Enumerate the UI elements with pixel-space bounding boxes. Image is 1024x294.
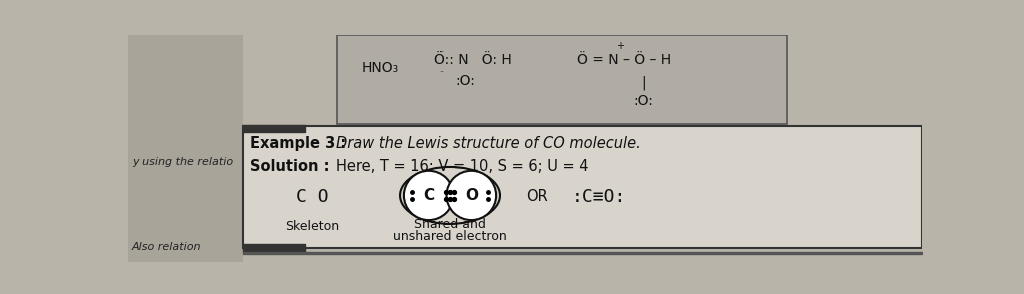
Circle shape bbox=[446, 171, 496, 220]
Text: Skeleton: Skeleton bbox=[286, 220, 340, 233]
Text: Shared and: Shared and bbox=[414, 218, 486, 231]
Text: O: O bbox=[465, 188, 478, 203]
Text: Solution :: Solution : bbox=[251, 159, 330, 174]
Text: ..: .. bbox=[439, 66, 444, 74]
Text: y using the relatio: y using the relatio bbox=[132, 157, 233, 167]
Text: HNO₃: HNO₃ bbox=[361, 61, 398, 75]
Text: Draw the Lewis structure of CO molecule.: Draw the Lewis structure of CO molecule. bbox=[336, 136, 640, 151]
Text: :O:: :O: bbox=[456, 74, 475, 88]
Text: Example 3 :: Example 3 : bbox=[251, 136, 347, 151]
Text: C O: C O bbox=[296, 188, 329, 206]
Text: Ö = N – Ö – H: Ö = N – Ö – H bbox=[577, 53, 671, 67]
Text: OR: OR bbox=[526, 189, 548, 205]
Text: Ö:: N   Ö: H: Ö:: N Ö: H bbox=[434, 53, 512, 67]
Text: |: | bbox=[641, 76, 646, 90]
Text: Here, T = 16; V = 10, S = 6; U = 4: Here, T = 16; V = 10, S = 6; U = 4 bbox=[336, 159, 588, 174]
Bar bbox=[337, 35, 786, 124]
Text: ..: .. bbox=[439, 45, 444, 54]
Text: unshared electron: unshared electron bbox=[393, 230, 507, 243]
Circle shape bbox=[403, 171, 454, 220]
Bar bbox=[128, 35, 243, 262]
Text: +: + bbox=[616, 41, 624, 51]
Text: Also relation: Also relation bbox=[132, 242, 202, 252]
Text: :C≡O:: :C≡O: bbox=[572, 188, 627, 206]
Text: :O:: :O: bbox=[634, 94, 653, 108]
Text: C: C bbox=[423, 188, 434, 203]
Bar bbox=[243, 126, 922, 248]
